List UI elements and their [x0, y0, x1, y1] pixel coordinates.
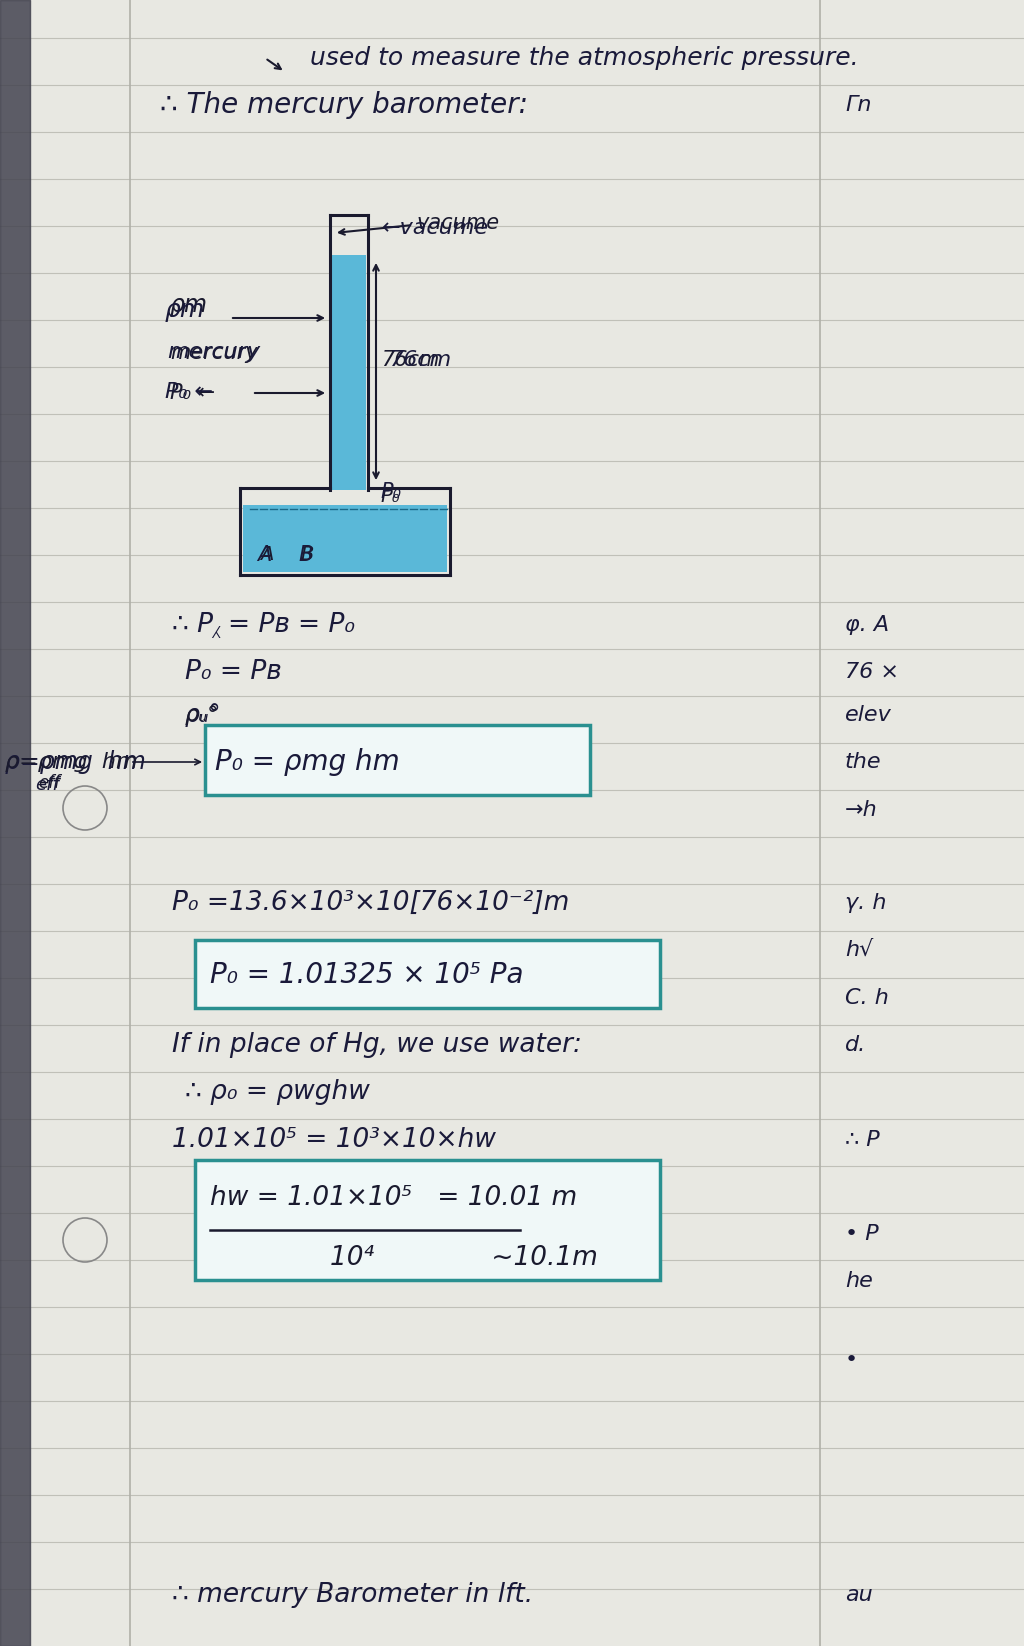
Text: ρᵤ°: ρᵤ° [185, 703, 221, 728]
Bar [205, 724, 590, 795]
Text: 76 ×: 76 × [845, 662, 899, 681]
Text: Γn: Γn [845, 95, 871, 115]
Text: used to measure the atmospheric pressure.: used to measure the atmospheric pressure… [310, 46, 859, 71]
Text: C. h: C. h [845, 988, 889, 1007]
Text: the: the [845, 752, 882, 772]
Text: ρ=ρmg  hm: ρ=ρmg hm [5, 751, 145, 774]
Text: mercury: mercury [170, 342, 258, 364]
Text: P₀: P₀ [380, 487, 399, 505]
Text: P₀ = Pʙ: P₀ = Pʙ [185, 658, 282, 685]
Text: B: B [298, 545, 312, 565]
Text: ρm: ρm [170, 293, 208, 318]
Text: ∴ P⁁ = Pʙ = P₀: ∴ P⁁ = Pʙ = P₀ [172, 612, 355, 639]
Text: he: he [845, 1271, 872, 1290]
Text: P₀ = 1.01325 × 10⁵ Pa: P₀ = 1.01325 × 10⁵ Pa [210, 961, 523, 989]
Bar [332, 255, 366, 491]
Text: γ. h: γ. h [845, 894, 887, 914]
Text: eff: eff [35, 775, 58, 793]
Bar [243, 505, 447, 573]
Text: A: A [260, 545, 273, 565]
Text: ∴ The mercury barometer:: ∴ The mercury barometer: [160, 91, 528, 119]
Text: P₀ = ρmg hm: P₀ = ρmg hm [215, 747, 399, 775]
Text: au: au [845, 1585, 872, 1605]
Text: 76cm: 76cm [381, 351, 439, 370]
Text: ←vacume: ←vacume [382, 217, 489, 239]
Text: →h: →h [845, 800, 878, 820]
Text: P₀ ←: P₀ ← [170, 384, 215, 403]
Text: mercury: mercury [167, 342, 260, 362]
Text: ∴ ρ₀ = ρwghw: ∴ ρ₀ = ρwghw [185, 1080, 370, 1104]
Text: vacume: vacume [416, 212, 499, 234]
Bar [195, 940, 660, 1007]
Text: P₀: P₀ [380, 482, 401, 502]
Bar [195, 1160, 660, 1281]
Text: If in place of Hg, we use water:: If in place of Hg, we use water: [172, 1032, 582, 1058]
Text: P₀ =13.6×10³×10[76×10⁻²]m: P₀ =13.6×10³×10[76×10⁻²]m [172, 890, 569, 917]
Text: A: A [257, 545, 271, 565]
Text: d.: d. [845, 1035, 866, 1055]
Text: P₀ ←: P₀ ← [165, 382, 213, 402]
Text: ρ=ρmg  hm: ρ=ρmg hm [5, 752, 137, 772]
Text: 1.01×10⁵ = 10³×10×hw: 1.01×10⁵ = 10³×10×hw [172, 1128, 496, 1152]
Text: • P: • P [845, 1225, 879, 1244]
Text: hw = 1.01×10⁵   = 10.01 m: hw = 1.01×10⁵ = 10.01 m [210, 1185, 578, 1211]
Text: ∴ mercury Barometer in lft.: ∴ mercury Barometer in lft. [172, 1582, 534, 1608]
Text: ∴ P: ∴ P [845, 1131, 880, 1151]
Text: elev: elev [845, 704, 892, 724]
Text: ρm: ρm [165, 298, 205, 323]
Text: B: B [300, 545, 313, 565]
Text: 10⁴              ∼10.1m: 10⁴ ∼10.1m [330, 1244, 598, 1271]
Text: 76cm: 76cm [390, 351, 453, 370]
Text: •: • [845, 1350, 858, 1369]
Text: φ. A: φ. A [845, 616, 889, 635]
Text: eff: eff [38, 774, 60, 792]
Text: h√: h√ [845, 940, 873, 960]
Text: ρᵤ°: ρᵤ° [185, 704, 219, 724]
